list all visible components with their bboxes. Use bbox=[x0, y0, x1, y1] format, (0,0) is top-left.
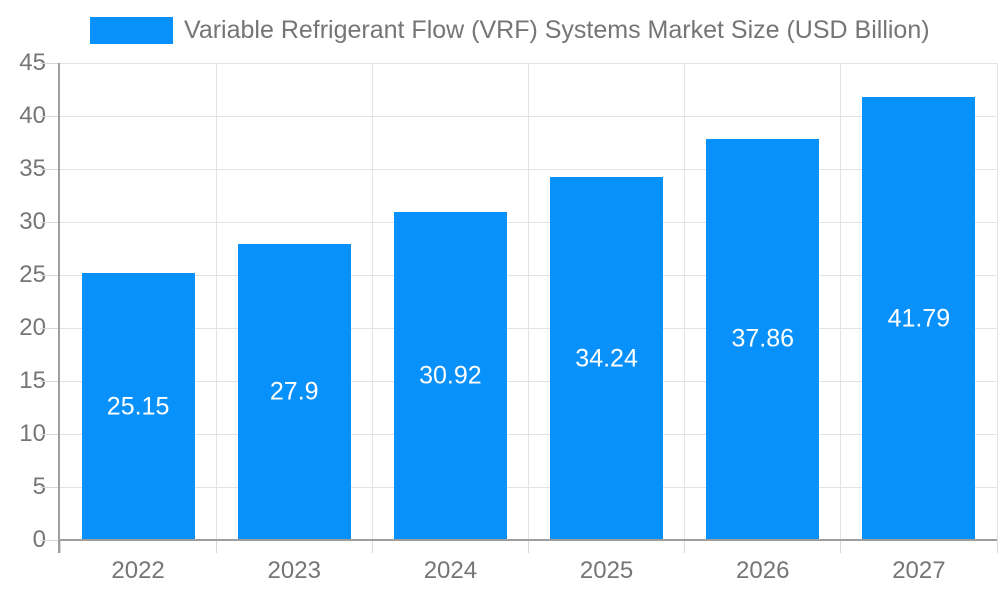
x-axis-label: 2024 bbox=[423, 557, 478, 584]
y-tick bbox=[40, 433, 60, 435]
bar-value-label: 37.86 bbox=[731, 324, 795, 353]
x-tick bbox=[528, 540, 529, 553]
y-tick bbox=[40, 115, 60, 117]
gridline-vertical bbox=[840, 63, 842, 540]
bar-value-label: 34.24 bbox=[575, 344, 638, 373]
gridline-vertical bbox=[371, 63, 373, 540]
bar-value-label: 27.9 bbox=[269, 377, 319, 406]
x-axis-labels: 2022 2023 2024 2025 2026 2027 bbox=[60, 557, 997, 587]
plot-area: 25.15 27.9 30.92 34.24 37.86 41.79 bbox=[40, 62, 998, 553]
y-tick bbox=[40, 380, 60, 382]
y-tick bbox=[40, 539, 60, 541]
legend-item[interactable]: Variable Refrigerant Flow (VRF) Systems … bbox=[90, 17, 930, 44]
x-axis-label: 2027 bbox=[892, 557, 946, 584]
y-tick bbox=[40, 274, 60, 276]
bar-2026: 37.86 bbox=[706, 138, 820, 540]
y-axis-label: 0 bbox=[32, 526, 46, 553]
x-tick bbox=[371, 540, 373, 553]
y-tick bbox=[40, 62, 60, 64]
y-tick bbox=[40, 168, 60, 170]
x-axis-line bbox=[60, 539, 997, 541]
y-axis-label: 5 bbox=[32, 473, 46, 500]
x-tick bbox=[996, 540, 998, 553]
bar-value-label: 41.79 bbox=[887, 304, 951, 333]
x-tick bbox=[215, 540, 217, 553]
y-tick bbox=[40, 327, 60, 329]
y-axis-line bbox=[58, 63, 60, 553]
gridline-vertical bbox=[215, 63, 217, 540]
bar-2025: 34.24 bbox=[550, 177, 664, 540]
x-axis-label: 2025 bbox=[579, 557, 634, 584]
gridline-vertical bbox=[996, 63, 998, 540]
x-axis-label: 2026 bbox=[736, 557, 790, 584]
gridline-vertical bbox=[528, 63, 529, 540]
bar-2024: 30.92 bbox=[393, 212, 507, 540]
x-axis-label: 2022 bbox=[111, 557, 165, 584]
y-tick bbox=[40, 221, 60, 223]
y-axis-labels: 0 5 10 15 20 25 30 35 40 45 bbox=[0, 0, 46, 600]
bar-value-label: 30.92 bbox=[419, 361, 482, 390]
bar-2022: 25.15 bbox=[81, 273, 195, 540]
x-tick bbox=[59, 540, 61, 553]
bar-2027: 41.79 bbox=[862, 97, 976, 540]
x-tick bbox=[840, 540, 842, 553]
x-tick bbox=[684, 540, 686, 553]
legend-swatch bbox=[90, 17, 173, 44]
x-axis-label: 2023 bbox=[267, 557, 321, 584]
bar-value-label: 25.15 bbox=[106, 392, 170, 421]
legend-label: Variable Refrigerant Flow (VRF) Systems … bbox=[184, 16, 930, 44]
gridline-vertical bbox=[684, 63, 686, 540]
bar-2023: 27.9 bbox=[237, 244, 351, 540]
y-tick bbox=[40, 486, 60, 488]
